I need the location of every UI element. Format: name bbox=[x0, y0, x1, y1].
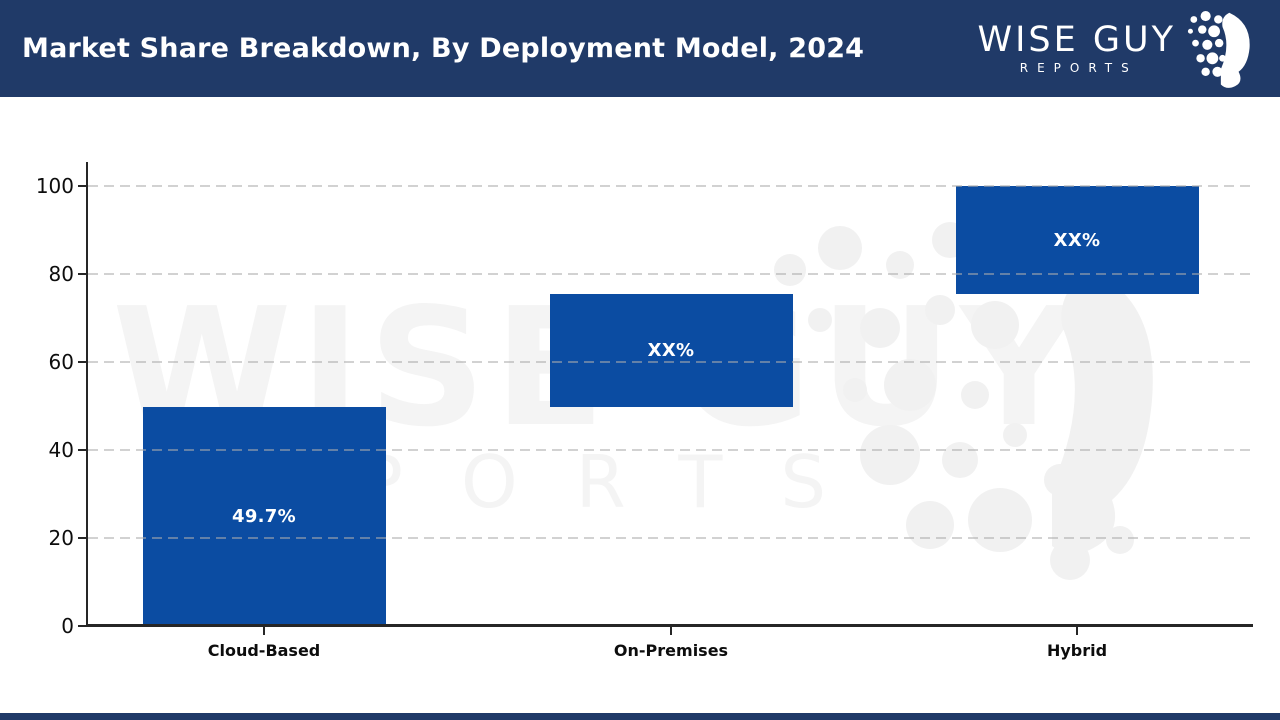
y-tick-label-20: 20 bbox=[48, 526, 74, 550]
brand-name: WISE GUY bbox=[977, 19, 1176, 60]
bar-cloud-based: 49.7% bbox=[142, 407, 386, 626]
gridline-60 bbox=[88, 361, 1253, 363]
y-tick-0 bbox=[78, 625, 86, 627]
y-tick-100 bbox=[78, 185, 86, 187]
gridline-40 bbox=[88, 449, 1253, 451]
y-tick-20 bbox=[78, 537, 86, 539]
y-tick-label-0: 0 bbox=[61, 614, 74, 638]
page-title: Market Share Breakdown, By Deployment Mo… bbox=[22, 33, 865, 64]
x-tick-0 bbox=[263, 627, 265, 635]
y-tick-label-100: 100 bbox=[35, 174, 74, 198]
y-tick-40 bbox=[78, 449, 86, 451]
bar-value-label: XX% bbox=[1053, 229, 1101, 251]
bar-value-label: 49.7% bbox=[232, 506, 296, 528]
y-tick-label-40: 40 bbox=[48, 438, 74, 462]
brand-logo-text: WISE GUY REPORTS bbox=[977, 19, 1176, 75]
header-bar: Market Share Breakdown, By Deployment Mo… bbox=[0, 0, 1280, 97]
brand-logo: WISE GUY REPORTS bbox=[977, 9, 1258, 89]
footer-bar bbox=[0, 713, 1280, 720]
gridline-100 bbox=[88, 185, 1253, 187]
gridline-80 bbox=[88, 273, 1253, 275]
brand-face-icon bbox=[1187, 10, 1250, 88]
y-axis-spine bbox=[86, 162, 88, 626]
gridline-20 bbox=[88, 537, 1253, 539]
x-tick-2 bbox=[1076, 627, 1078, 635]
bar-on-premises: XX% bbox=[549, 294, 793, 408]
bar-value-label: XX% bbox=[647, 340, 695, 362]
y-tick-label-60: 60 bbox=[48, 350, 74, 374]
y-tick-label-80: 80 bbox=[48, 262, 74, 286]
y-tick-60 bbox=[78, 361, 86, 363]
x-axis-label-on-premises: On-Premises bbox=[613, 641, 729, 660]
bar-hybrid: XX% bbox=[955, 186, 1199, 295]
brand-subtitle: REPORTS bbox=[1019, 60, 1138, 75]
x-tick-1 bbox=[670, 627, 672, 635]
x-axis-label-hybrid: Hybrid bbox=[1046, 641, 1108, 660]
y-tick-80 bbox=[78, 273, 86, 275]
x-axis-label-cloud-based: Cloud-Based bbox=[207, 641, 321, 660]
x-axis-spine bbox=[86, 624, 1253, 627]
